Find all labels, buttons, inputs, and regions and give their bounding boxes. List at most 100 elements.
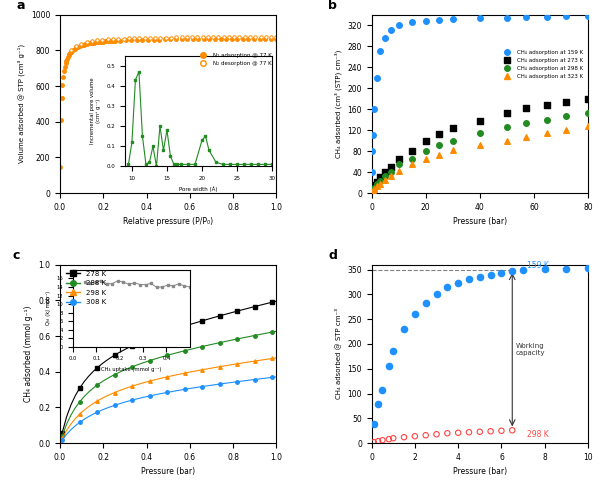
Text: 159 K: 159 K — [527, 261, 549, 270]
Point — [368, 187, 378, 194]
Point — [407, 19, 417, 26]
Point — [386, 169, 395, 176]
Text: 298 K: 298 K — [527, 430, 549, 439]
Point — [475, 117, 485, 125]
Point — [583, 264, 593, 272]
X-axis label: Pressure (bar): Pressure (bar) — [141, 468, 195, 476]
Point — [521, 119, 530, 127]
Point — [508, 267, 517, 275]
Point — [367, 188, 377, 196]
Point — [375, 177, 385, 185]
Point — [421, 17, 431, 25]
Point — [475, 273, 485, 281]
Point — [368, 186, 378, 194]
Y-axis label: Volume adsorbed @ STP (cm³ g⁻¹): Volume adsorbed @ STP (cm³ g⁻¹) — [18, 44, 25, 164]
Point — [443, 283, 452, 291]
Point — [380, 172, 390, 180]
Point — [407, 160, 417, 168]
Point — [368, 185, 378, 193]
Text: b: b — [328, 0, 337, 12]
Point — [386, 172, 395, 180]
Point — [583, 95, 593, 103]
Point — [464, 276, 474, 283]
Point — [399, 433, 409, 441]
Point — [486, 271, 496, 279]
Point — [370, 181, 379, 189]
Point — [502, 123, 512, 131]
Point — [448, 15, 458, 23]
Point — [542, 101, 552, 109]
Point — [368, 147, 377, 155]
Point — [518, 266, 528, 274]
Point — [367, 169, 377, 176]
Point — [502, 137, 512, 145]
Point — [388, 434, 398, 442]
Point — [562, 126, 571, 134]
Point — [384, 362, 394, 370]
Legend: N₂ adsorption @ 77 K, N₂ desorption @ 77 K: N₂ adsorption @ 77 K, N₂ desorption @ 77… — [195, 51, 274, 68]
Point — [407, 155, 417, 163]
Point — [368, 187, 377, 194]
Point — [368, 187, 377, 195]
Point — [562, 12, 571, 20]
Y-axis label: CH₄ adsorbed (mmol g⁻¹): CH₄ adsorbed (mmol g⁻¹) — [23, 306, 32, 402]
Point — [410, 432, 419, 440]
Point — [372, 178, 382, 186]
Y-axis label: CH₄ adsorbed (cm³ (STP) cm⁻³): CH₄ adsorbed (cm³ (STP) cm⁻³) — [334, 50, 342, 158]
Point — [368, 131, 378, 139]
Text: a: a — [17, 0, 25, 12]
Point — [542, 116, 552, 124]
Point — [410, 310, 419, 318]
Point — [562, 98, 571, 106]
Point — [464, 429, 474, 436]
Point — [583, 12, 593, 19]
Point — [486, 428, 496, 435]
Point — [521, 133, 530, 141]
Point — [380, 35, 390, 42]
Point — [369, 438, 379, 446]
Point — [367, 188, 377, 196]
Point — [497, 427, 506, 435]
Point — [421, 431, 431, 439]
Point — [375, 173, 385, 181]
Point — [540, 265, 550, 273]
Point — [542, 129, 552, 137]
X-axis label: Relative pressure (P/P₀): Relative pressure (P/P₀) — [123, 218, 213, 226]
Point — [454, 279, 463, 287]
Point — [508, 427, 517, 434]
Point — [521, 104, 530, 112]
Point — [521, 13, 530, 21]
Point — [375, 180, 385, 187]
Point — [448, 137, 458, 145]
Point — [368, 187, 377, 195]
X-axis label: Pressure (bar): Pressure (bar) — [453, 468, 507, 476]
Point — [448, 146, 458, 154]
Point — [386, 26, 395, 34]
Point — [372, 180, 382, 187]
Point — [502, 14, 512, 21]
Point — [367, 189, 377, 197]
Text: Working
capacity: Working capacity — [515, 343, 545, 356]
Point — [432, 431, 442, 438]
Point — [421, 300, 431, 307]
Point — [475, 141, 485, 149]
Point — [380, 169, 390, 176]
Point — [448, 124, 458, 131]
Point — [502, 110, 512, 117]
X-axis label: Pressure (bar): Pressure (bar) — [453, 218, 507, 226]
Point — [386, 163, 395, 171]
Point — [370, 184, 379, 192]
Legend: CH₄ adsorption at 159 K, CH₄ adsorption at 273 K, CH₄ adsorption at 298 K, CH₄ a: CH₄ adsorption at 159 K, CH₄ adsorption … — [499, 48, 585, 81]
Point — [388, 348, 398, 356]
Point — [373, 401, 383, 409]
Point — [407, 147, 417, 155]
Point — [475, 428, 485, 436]
Point — [583, 122, 593, 130]
Point — [373, 437, 383, 445]
Point — [369, 420, 379, 428]
Point — [542, 13, 552, 20]
Point — [377, 386, 387, 393]
Legend: 278 K, 288 K, 298 K, 308 K: 278 K, 288 K, 298 K, 308 K — [64, 268, 109, 308]
Point — [372, 182, 382, 190]
Point — [421, 147, 431, 155]
